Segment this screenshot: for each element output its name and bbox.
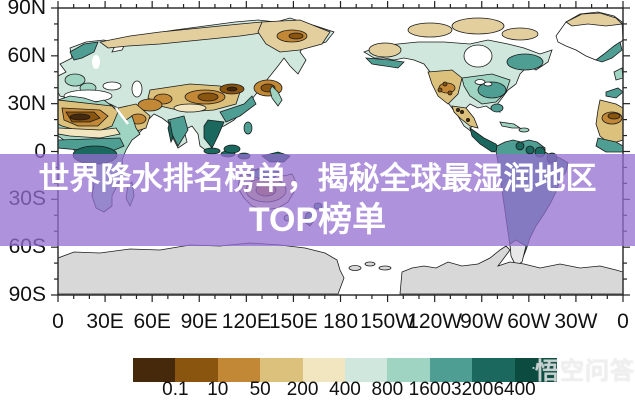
caspian-sea — [131, 80, 143, 98]
x-tick-label: 120W — [407, 310, 463, 333]
x-tick-label: 90E — [180, 310, 218, 333]
title-banner: 世界降水排名榜单，揭秘全球最湿润地区 TOP榜单 — [0, 154, 635, 246]
banner-title-line1: 世界降水排名榜单，揭秘全球最湿润地区 — [38, 161, 597, 196]
x-tick-label: 150E — [268, 310, 318, 333]
x-tick-label: 60E — [133, 310, 171, 333]
region-guinea-coast — [595, 137, 623, 153]
region-east-canada — [506, 53, 544, 71]
region-tibet — [173, 103, 207, 113]
region-central-america — [469, 127, 501, 153]
x-tick-label: 180 — [322, 310, 359, 333]
region-scandinavia — [69, 41, 99, 61]
x-tick-label: 90W — [460, 310, 504, 333]
region-philippines — [243, 121, 253, 135]
watermark: 悟空问答 — [532, 348, 635, 388]
region-uk — [613, 67, 623, 81]
x-tick-label: 30E — [86, 310, 124, 333]
region-borneo — [223, 144, 241, 154]
watermark-text: 悟空问答 — [535, 357, 635, 385]
red-sea — [115, 107, 129, 125]
region-antarctica-west — [58, 242, 345, 295]
x-tick-label: 60W — [507, 310, 551, 333]
region-florida — [490, 103, 504, 113]
black-sea — [102, 81, 122, 91]
great-lakes — [474, 79, 486, 85]
x-tick-label: 30W — [554, 310, 598, 333]
region-alaska — [368, 42, 402, 58]
x-tick-label: 0 — [617, 310, 629, 333]
region-cuba — [499, 121, 522, 129]
y-tick-label: 30N — [7, 91, 46, 115]
region-antarctica-east — [399, 245, 623, 295]
y-tick-label: 60N — [7, 43, 46, 67]
region-sahel-cream — [58, 127, 121, 139]
region-japan — [269, 85, 283, 107]
hudson-bay — [463, 44, 493, 68]
region-arctic-islands — [407, 22, 453, 38]
x-tick-label: 150W — [360, 310, 416, 333]
x-tick-label: 120E — [221, 310, 271, 333]
y-tick-label: 90S — [8, 283, 46, 306]
region-iberia — [605, 87, 623, 99]
region-west-europe — [64, 73, 86, 87]
banner-title-line2: TOP榜单 — [248, 201, 387, 239]
region-iran — [137, 98, 163, 112]
y-tick-label: 0 — [34, 139, 46, 163]
world-map — [58, 11, 623, 295]
region-south-china — [219, 95, 257, 123]
y-tick-label: 90N — [7, 0, 46, 19]
x-tick-label: 0 — [52, 310, 64, 333]
